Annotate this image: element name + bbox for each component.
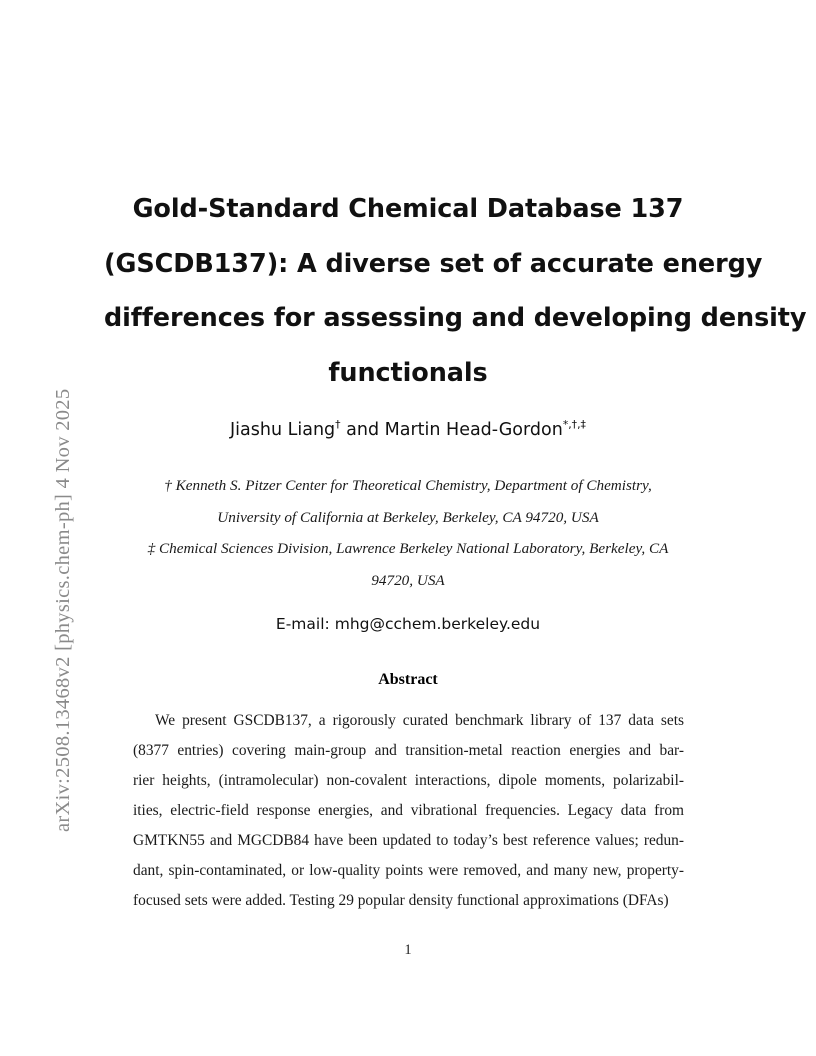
abstract-line-6: dant, spin-contaminated, or low-quality … — [133, 862, 684, 879]
correspondence-email: E-mail: mhg@cchem.berkeley.edu — [104, 615, 712, 633]
abstract-line-1: We present GSCDB137, a rigorously curate… — [155, 712, 684, 729]
title-line-1: Gold-Standard Chemical Database 137 — [132, 194, 684, 224]
abstract-heading: Abstract — [378, 671, 438, 688]
affiliation-1-line-1: † Kenneth S. Pitzer Center for Theoretic… — [164, 477, 652, 494]
abstract-line-7: focused sets were added. Testing 29 popu… — [133, 892, 669, 909]
author-1-affiliation-marks: † — [335, 418, 341, 432]
email-address[interactable]: mhg@cchem.berkeley.edu — [334, 615, 541, 633]
arxiv-stamp: arXiv:2508.13468v2 [physics.chem-ph] 4 N… — [0, 0, 74, 1056]
page-title: Gold-Standard Chemical Database 137 (GSC… — [104, 182, 807, 400]
author-name-1: Jiashu Liang — [230, 420, 336, 440]
page-number: 1 — [404, 942, 412, 958]
title-line-2: (GSCDB137): A diverse set of accurate en… — [104, 248, 763, 279]
arxiv-stamp-text: arXiv:2508.13468v2 [physics.chem-ph] 4 N… — [52, 388, 74, 832]
affiliation-list: † Kenneth S. Pitzer Center for Theoretic… — [123, 470, 693, 596]
author-conjunction: and — [340, 420, 385, 440]
author-name-2: Martin Head-Gordon — [384, 420, 563, 440]
author-2-affiliation-marks: *,†,‡ — [562, 418, 586, 432]
affiliation-2-line-1: ‡ Chemical Sciences Division, Lawrence B… — [147, 540, 669, 557]
abstract-body: We present GSCDB137, a rigorously curate… — [133, 706, 684, 916]
email-label: E-mail: — [275, 615, 330, 633]
author-list: Jiashu Liang† and Martin Head-Gordon*,†,… — [104, 418, 712, 440]
abstract-line-2: (8377 entries) covering main-group and t… — [133, 742, 684, 759]
title-line-3: differences for assessing and developing… — [104, 303, 807, 333]
affiliation-1-line-2: University of California at Berkeley, Be… — [217, 508, 599, 526]
affiliation-2-line-2: 94720, USA — [371, 571, 445, 589]
abstract-line-4: ities, electric-field response energies,… — [133, 802, 684, 819]
abstract-line-3: rier heights, (intramolecular) non-coval… — [133, 772, 684, 789]
title-line-4: functionals — [328, 357, 488, 388]
abstract-line-5: GMTKN55 and MGCDB84 have been updated to… — [133, 832, 684, 849]
